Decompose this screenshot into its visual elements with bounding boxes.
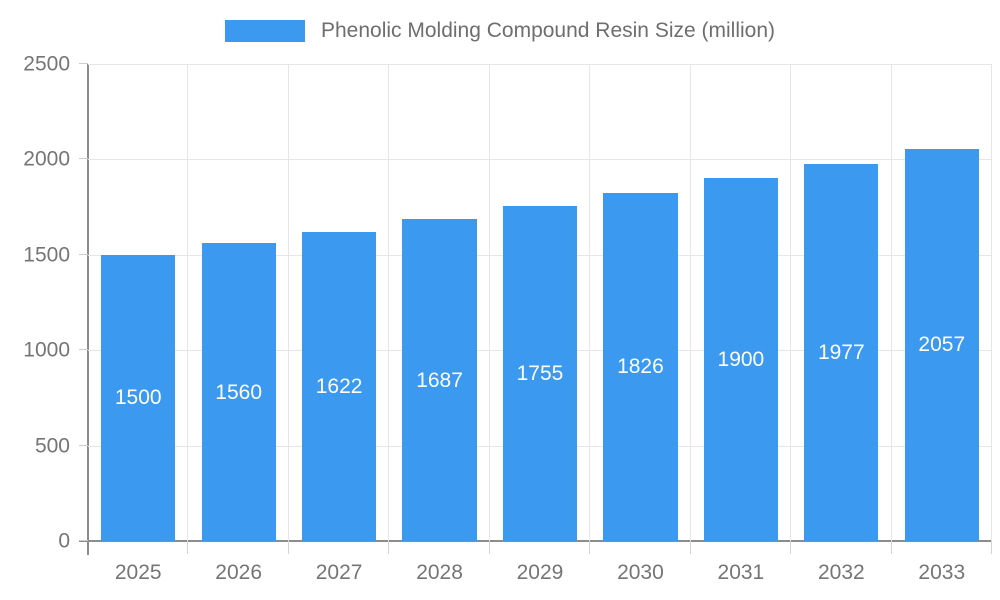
x-axis-tick <box>689 541 691 554</box>
y-tick-label: 500 <box>34 434 70 458</box>
bar: 1687 <box>402 219 477 541</box>
gridline-horizontal <box>88 64 992 65</box>
y-tick-label: 1000 <box>23 338 70 362</box>
x-tick-label: 2031 <box>717 561 765 584</box>
y-axis-tick <box>79 349 88 351</box>
x-axis-tick <box>589 541 591 554</box>
bar: 1826 <box>603 192 678 541</box>
bar-value-label: 1560 <box>215 380 263 404</box>
y-axis-tick <box>79 158 88 160</box>
gridline-vertical <box>287 64 289 541</box>
y-tick-label: 2500 <box>23 52 70 76</box>
bar-value-label: 1900 <box>717 348 765 372</box>
bar-value-label: 1977 <box>817 340 865 364</box>
gridline-vertical <box>187 64 189 541</box>
x-axis-tick <box>187 541 189 554</box>
x-axis-tick <box>287 541 289 554</box>
x-tick-label: 2028 <box>416 561 463 584</box>
gridline-vertical <box>488 64 490 541</box>
bar: 1977 <box>804 163 879 541</box>
y-axis-tick <box>79 253 88 255</box>
x-axis-tick <box>991 541 992 554</box>
x-tick-label: 2033 <box>918 561 966 584</box>
legend-label: Phenolic Molding Compound Resin Size (mi… <box>320 19 776 42</box>
bar: 1500 <box>101 254 176 541</box>
bar: 1560 <box>201 243 276 541</box>
x-axis-tick <box>790 541 792 554</box>
legend-swatch <box>224 20 305 42</box>
gridline-horizontal <box>88 159 992 161</box>
x-tick-label: 2026 <box>215 561 263 584</box>
gridline-vertical <box>890 64 892 541</box>
y-tick-label: 2000 <box>23 147 70 171</box>
gridline-vertical <box>790 64 792 541</box>
gridline-vertical <box>991 64 992 541</box>
x-axis-tick <box>488 541 490 554</box>
bar-value-label: 1500 <box>114 386 162 410</box>
y-axis-tick <box>79 63 88 64</box>
bar: 1900 <box>703 178 779 541</box>
bar: 2057 <box>904 148 979 541</box>
x-axis-tick <box>388 541 390 554</box>
bar-value-label: 1622 <box>315 374 363 398</box>
bar-value-label: 1826 <box>617 355 664 379</box>
bar: 1622 <box>301 231 377 541</box>
y-axis-tick <box>79 444 88 446</box>
x-tick-label: 2029 <box>516 561 564 584</box>
gridline-vertical <box>589 64 591 541</box>
x-tick-label: 2027 <box>315 561 363 584</box>
legend[interactable]: Phenolic Molding Compound Resin Size (mi… <box>0 17 1000 45</box>
gridline-vertical <box>388 64 390 541</box>
y-axis-tick <box>79 540 88 541</box>
gridline-vertical <box>689 64 691 541</box>
y-tick-label: 0 <box>58 529 70 553</box>
x-tick-label: 2030 <box>617 561 664 584</box>
y-axis-line <box>87 64 89 555</box>
x-axis-tick <box>890 541 892 554</box>
bar-value-label: 1687 <box>416 368 463 392</box>
plot-area: 0 500 1000 1500 2000 2500 1500 1560 1622 1687 1755… <box>23 54 992 583</box>
bar: 1755 <box>502 206 578 541</box>
x-tick-label: 2025 <box>114 561 162 584</box>
bar-value-label: 2057 <box>918 333 966 357</box>
bar-value-label: 1755 <box>516 362 564 386</box>
x-tick-label: 2032 <box>817 561 865 584</box>
y-tick-label: 1500 <box>23 243 70 267</box>
x-axis-line <box>79 540 992 542</box>
